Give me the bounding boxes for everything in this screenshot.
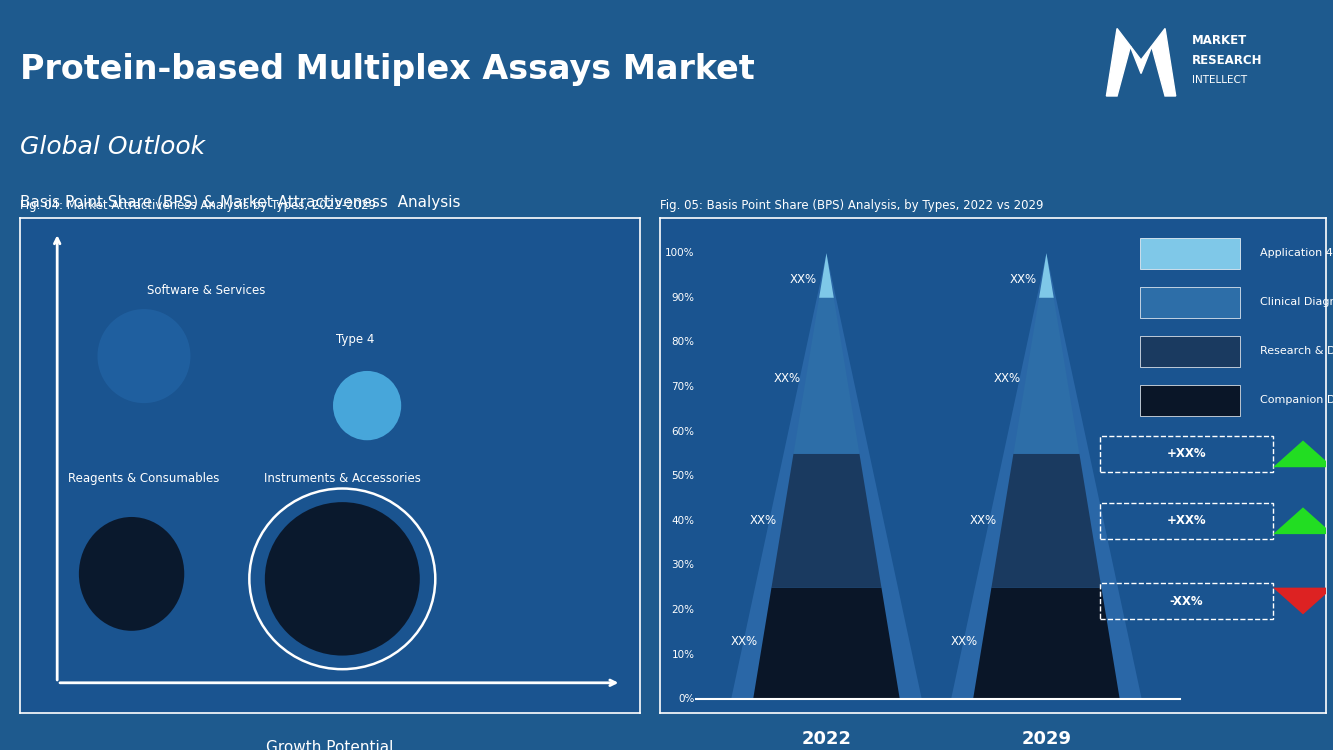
Text: 60%: 60% [672, 427, 694, 436]
Text: INTELLECT: INTELLECT [1192, 75, 1246, 85]
Text: XX%: XX% [970, 514, 997, 527]
Polygon shape [1273, 588, 1333, 614]
Polygon shape [1040, 254, 1053, 298]
Text: XX%: XX% [789, 274, 817, 286]
Text: XX%: XX% [950, 634, 977, 648]
Bar [1140, 385, 1240, 416]
Text: 40%: 40% [672, 516, 694, 526]
Text: 100%: 100% [665, 248, 694, 258]
Polygon shape [973, 588, 1120, 699]
Polygon shape [818, 254, 834, 298]
Text: 2022: 2022 [801, 730, 852, 748]
Text: XX%: XX% [773, 371, 801, 385]
Text: Fig. 04: Market Attractiveness Analysis by Types, 2022-2029: Fig. 04: Market Attractiveness Analysis … [20, 200, 376, 212]
Bar [1140, 336, 1240, 367]
Text: XX%: XX% [750, 514, 777, 527]
Ellipse shape [333, 371, 401, 440]
Text: 0%: 0% [678, 694, 694, 704]
Text: Clinical Diagnostics, XX: Clinical Diagnostics, XX [1260, 297, 1333, 307]
Text: Reagents & Consumables: Reagents & Consumables [68, 472, 220, 484]
Text: RESEARCH: RESEARCH [1192, 53, 1262, 67]
Ellipse shape [265, 503, 420, 656]
Polygon shape [1106, 28, 1176, 96]
Ellipse shape [97, 309, 191, 404]
Bar [1140, 238, 1240, 268]
Polygon shape [1013, 298, 1080, 454]
Polygon shape [952, 254, 1141, 699]
Text: Research & Development: Research & Development [1260, 346, 1333, 356]
Polygon shape [793, 298, 860, 454]
Text: 20%: 20% [672, 605, 694, 615]
Polygon shape [753, 588, 900, 699]
Text: 70%: 70% [672, 382, 694, 392]
Text: Fig. 05: Basis Point Share (BPS) Analysis, by Types, 2022 vs 2029: Fig. 05: Basis Point Share (BPS) Analysi… [660, 200, 1044, 212]
Text: Protein-based Multiplex Assays Market: Protein-based Multiplex Assays Market [20, 53, 754, 86]
Text: XX%: XX% [730, 634, 757, 648]
Text: Software & Services: Software & Services [147, 284, 265, 297]
Text: 30%: 30% [672, 560, 694, 570]
Polygon shape [1273, 440, 1333, 467]
Bar [1140, 286, 1240, 318]
Polygon shape [772, 454, 881, 588]
Text: Type 4: Type 4 [336, 333, 373, 346]
Text: Growth Potential: Growth Potential [267, 740, 393, 750]
Text: XX%: XX% [1009, 274, 1037, 286]
Text: XX%: XX% [993, 371, 1021, 385]
Polygon shape [992, 454, 1101, 588]
Text: 50%: 50% [672, 471, 694, 482]
Text: 90%: 90% [672, 292, 694, 303]
Text: -XX%: -XX% [1169, 595, 1204, 608]
Polygon shape [732, 254, 922, 699]
Text: Application 4, XX: Application 4, XX [1260, 248, 1333, 258]
Text: 10%: 10% [672, 650, 694, 659]
Text: Basis Point Share (BPS) & Market Attractiveness  Analysis: Basis Point Share (BPS) & Market Attract… [20, 195, 460, 210]
Text: Companion Diagnostics,: Companion Diagnostics, [1260, 395, 1333, 405]
Text: 80%: 80% [672, 338, 694, 347]
Ellipse shape [79, 517, 184, 631]
Text: +XX%: +XX% [1166, 447, 1206, 460]
Text: 2029: 2029 [1021, 730, 1072, 748]
Text: Instruments & Accessories: Instruments & Accessories [264, 472, 421, 484]
Text: Global Outlook: Global Outlook [20, 135, 205, 159]
Polygon shape [1273, 507, 1333, 534]
Text: MARKET: MARKET [1192, 34, 1246, 46]
Text: +XX%: +XX% [1166, 514, 1206, 527]
